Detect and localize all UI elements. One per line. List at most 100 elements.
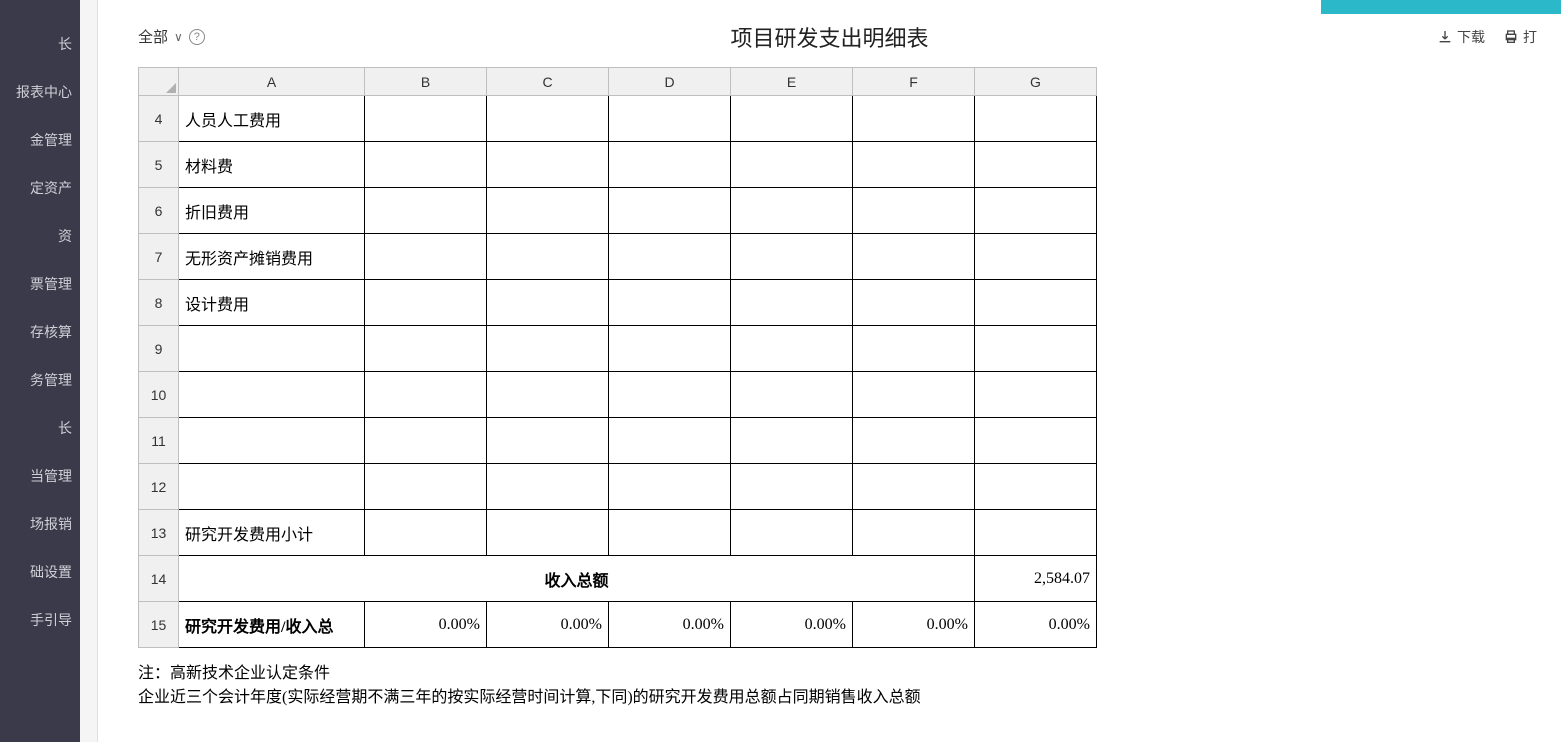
cell-income-total-label[interactable]: 收入总额 (179, 556, 975, 602)
cell[interactable] (975, 96, 1097, 142)
row-header[interactable]: 5 (139, 142, 179, 188)
cell[interactable] (609, 418, 731, 464)
sidebar-item[interactable]: 报表中心 (0, 68, 80, 116)
cell-income-total-value[interactable]: 2,584.07 (975, 556, 1097, 602)
cell[interactable] (365, 510, 487, 556)
cell[interactable] (853, 142, 975, 188)
row-header[interactable]: 11 (139, 418, 179, 464)
cell[interactable] (487, 142, 609, 188)
cell[interactable] (975, 234, 1097, 280)
cell[interactable] (975, 418, 1097, 464)
cell[interactable] (731, 142, 853, 188)
cell[interactable] (365, 142, 487, 188)
cell[interactable] (853, 418, 975, 464)
cell-label[interactable]: 无形资产摊销费用 (179, 234, 365, 280)
cell[interactable] (975, 464, 1097, 510)
cell[interactable] (365, 234, 487, 280)
cell[interactable] (975, 510, 1097, 556)
sidebar-item[interactable]: 当管理 (0, 452, 80, 500)
row-header[interactable]: 14 (139, 556, 179, 602)
cell[interactable] (975, 142, 1097, 188)
cell-label[interactable] (179, 326, 365, 372)
row-header[interactable]: 6 (139, 188, 179, 234)
cell-label[interactable]: 人员人工费用 (179, 96, 365, 142)
col-header-F[interactable]: F (853, 68, 975, 96)
sidebar-item[interactable]: 金管理 (0, 116, 80, 164)
cell[interactable] (731, 188, 853, 234)
row-header[interactable]: 9 (139, 326, 179, 372)
cell-label[interactable] (179, 464, 365, 510)
cell[interactable] (975, 372, 1097, 418)
cell[interactable] (975, 188, 1097, 234)
cell-pct[interactable]: 0.00% (853, 602, 975, 648)
sidebar-item[interactable]: 长 (0, 404, 80, 452)
cell-pct[interactable]: 0.00% (609, 602, 731, 648)
cell[interactable] (853, 188, 975, 234)
cell[interactable] (365, 188, 487, 234)
col-header-D[interactable]: D (609, 68, 731, 96)
col-header-G[interactable]: G (975, 68, 1097, 96)
sidebar-item[interactable]: 定资产 (0, 164, 80, 212)
cell[interactable] (487, 464, 609, 510)
cell[interactable] (731, 280, 853, 326)
cell-ratio-label[interactable]: 研究开发费用/收入总 (179, 602, 365, 648)
cell[interactable] (609, 326, 731, 372)
filter-dropdown[interactable]: 全部 ∨ ? (138, 26, 205, 47)
cell[interactable] (365, 96, 487, 142)
cell[interactable] (365, 464, 487, 510)
cell[interactable] (487, 96, 609, 142)
cell[interactable] (731, 96, 853, 142)
cell[interactable] (609, 188, 731, 234)
row-header[interactable]: 12 (139, 464, 179, 510)
sidebar-item[interactable]: 场报销 (0, 500, 80, 548)
cell[interactable] (487, 280, 609, 326)
cell[interactable] (731, 234, 853, 280)
cell[interactable] (853, 280, 975, 326)
cell[interactable] (609, 372, 731, 418)
sidebar-item[interactable]: 长 (0, 20, 80, 68)
cell-label[interactable]: 折旧费用 (179, 188, 365, 234)
sidebar-item[interactable]: 资 (0, 212, 80, 260)
cell[interactable] (609, 142, 731, 188)
cell[interactable] (609, 234, 731, 280)
row-header[interactable]: 7 (139, 234, 179, 280)
cell[interactable] (487, 510, 609, 556)
cell-pct[interactable]: 0.00% (975, 602, 1097, 648)
cell[interactable] (365, 280, 487, 326)
cell[interactable] (487, 372, 609, 418)
cell-pct[interactable]: 0.00% (487, 602, 609, 648)
row-header[interactable]: 15 (139, 602, 179, 648)
cell-pct[interactable]: 0.00% (365, 602, 487, 648)
cell[interactable] (487, 418, 609, 464)
cell-label[interactable] (179, 418, 365, 464)
col-header-C[interactable]: C (487, 68, 609, 96)
cell[interactable] (609, 464, 731, 510)
download-button[interactable]: 下载 (1437, 27, 1485, 47)
cell[interactable] (609, 510, 731, 556)
cell-label[interactable]: 研究开发费用小计 (179, 510, 365, 556)
cell[interactable] (487, 326, 609, 372)
cell[interactable] (731, 510, 853, 556)
cell[interactable] (853, 96, 975, 142)
cell-label[interactable] (179, 372, 365, 418)
cell[interactable] (365, 418, 487, 464)
cell[interactable] (365, 326, 487, 372)
cell[interactable] (853, 326, 975, 372)
row-header[interactable]: 8 (139, 280, 179, 326)
sidebar-item[interactable]: 票管理 (0, 260, 80, 308)
cell[interactable] (365, 372, 487, 418)
cell[interactable] (853, 464, 975, 510)
col-header-B[interactable]: B (365, 68, 487, 96)
col-header-A[interactable]: A (179, 68, 365, 96)
cell[interactable] (487, 188, 609, 234)
cell[interactable] (731, 464, 853, 510)
row-header[interactable]: 13 (139, 510, 179, 556)
cell[interactable] (731, 372, 853, 418)
select-all-corner[interactable] (139, 68, 179, 96)
cell-pct[interactable]: 0.00% (731, 602, 853, 648)
cell[interactable] (975, 326, 1097, 372)
spreadsheet[interactable]: A B C D E F G 4人员人工费用5材料费6折旧费用7无形资产摊销费用8… (138, 67, 1097, 648)
cell[interactable] (975, 280, 1097, 326)
help-icon[interactable]: ? (189, 29, 205, 45)
cell[interactable] (487, 234, 609, 280)
